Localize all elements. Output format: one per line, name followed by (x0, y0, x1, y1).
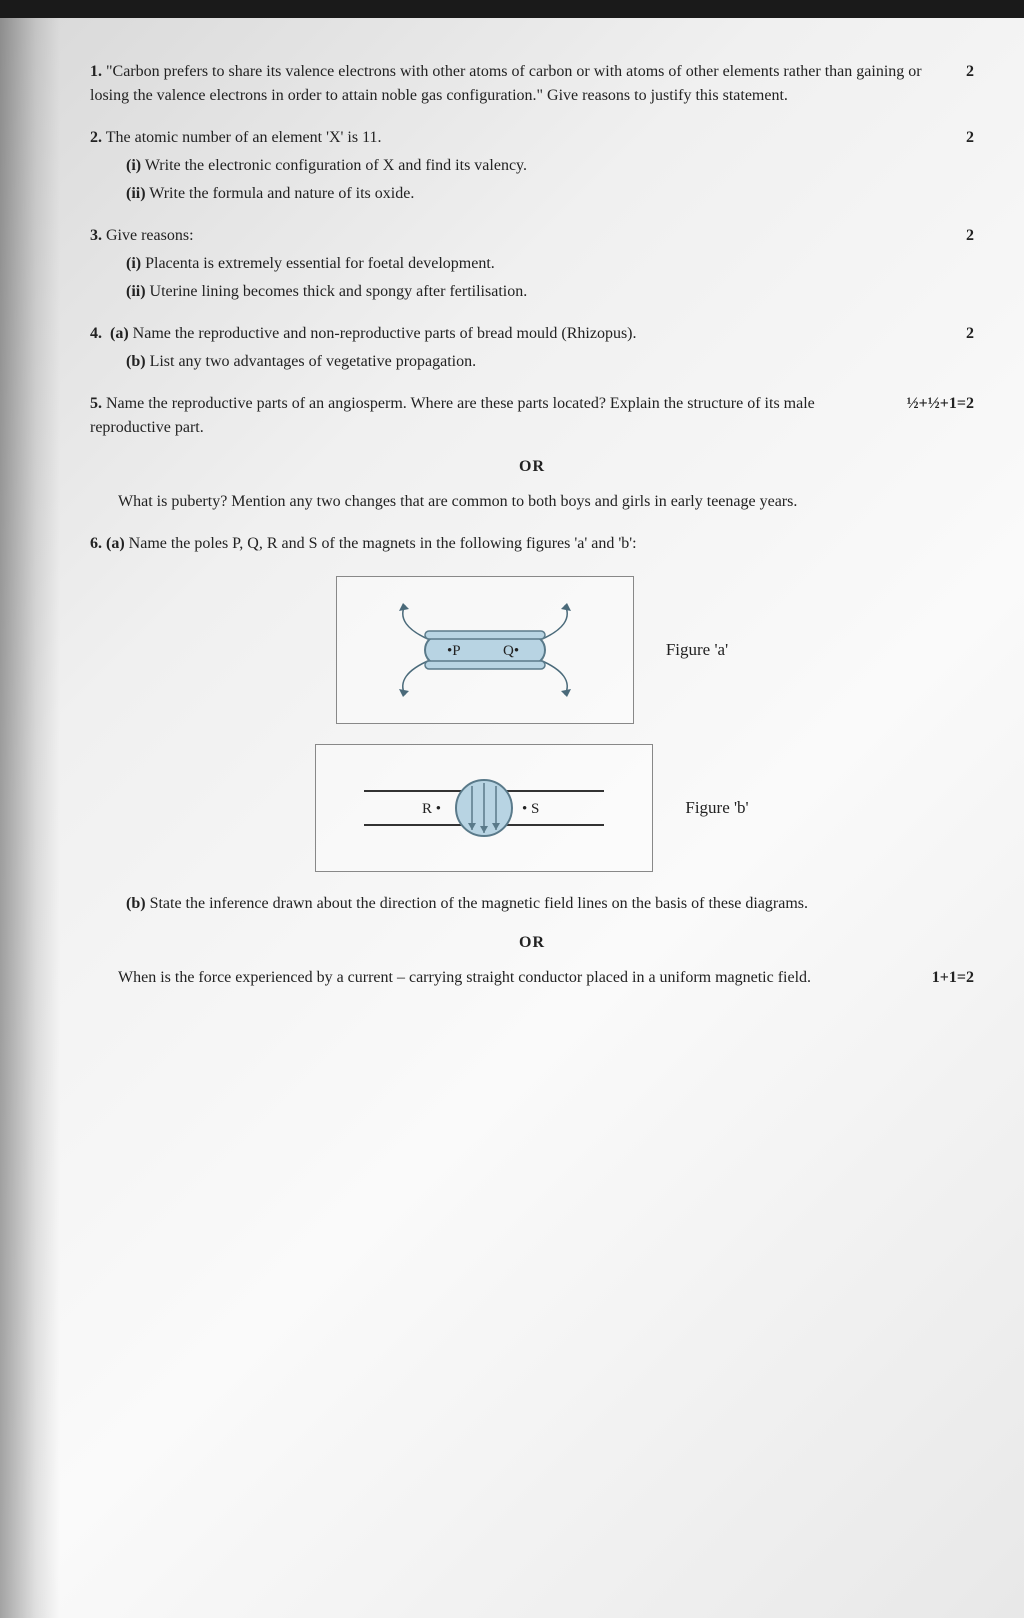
question-5-alt: What is puberty? Mention any two changes… (90, 490, 974, 514)
q5-text: Name the reproductive parts of an angios… (90, 395, 815, 436)
question-5: ½+½+1=2 5. Name the reproductive parts o… (90, 392, 974, 440)
question-2: 2 2. The atomic number of an element 'X'… (90, 126, 974, 206)
q1-text: "Carbon prefers to share its valence ele… (90, 63, 922, 104)
q2-sub-ii: (ii) Write the formula and nature of its… (90, 182, 974, 206)
question-4: 2 4. (a) Name the reproductive and non-r… (90, 322, 974, 374)
q3-sub-i: (i) Placenta is extremely essential for … (90, 252, 974, 276)
fig-a-q-label: Q• (503, 643, 519, 659)
figure-a-wrap: •P Q• Figure 'a' (90, 576, 974, 724)
figure-a-label: Figure 'a' (666, 640, 728, 660)
q2-text: The atomic number of an element 'X' is 1… (106, 129, 382, 146)
q6-num: 6. (90, 535, 102, 552)
figure-b-box: R • • S (315, 744, 653, 872)
q3-num: 3. (90, 227, 102, 244)
fig-b-r-label: R • (422, 801, 441, 817)
figure-a-box: •P Q• (336, 576, 634, 724)
q5alt-text: What is puberty? Mention any two changes… (118, 493, 797, 510)
q6-sub-b: (b) State the inference drawn about the … (90, 892, 974, 916)
fig-a-p-label: •P (447, 643, 461, 659)
figure-b-wrap: R • • S Figure 'b' (90, 744, 974, 872)
question-6: 6. (a) Name the poles P, Q, R and S of t… (90, 532, 974, 556)
q2-num: 2. (90, 129, 102, 146)
q6-a-text: Name the poles P, Q, R and S of the magn… (129, 535, 637, 552)
q6alt-marks: 1+1=2 (932, 966, 974, 990)
or-label-2: OR (90, 934, 974, 952)
q5-num: 5. (90, 395, 102, 412)
q3-marks: 2 (966, 224, 974, 248)
q1-num: 1. (90, 63, 102, 80)
or-label-1: OR (90, 458, 974, 476)
q4-num: 4. (90, 325, 102, 342)
figure-b-svg: R • • S (354, 763, 614, 853)
question-3: 2 3. Give reasons: (i) Placenta is extre… (90, 224, 974, 304)
q1-marks: 2 (966, 60, 974, 84)
question-1: 2 1. "Carbon prefers to share its valenc… (90, 60, 974, 108)
q4-marks: 2 (966, 322, 974, 346)
figure-b-label: Figure 'b' (685, 798, 748, 818)
question-6b: (b) State the inference drawn about the … (90, 892, 974, 916)
figure-a-svg: •P Q• (375, 595, 595, 705)
q3-sub-ii: (ii) Uterine lining becomes thick and sp… (90, 280, 974, 304)
q2-sub-i: (i) Write the electronic configuration o… (90, 154, 974, 178)
q6alt-text: When is the force experienced by a curre… (118, 969, 811, 986)
q4-sub-b: (b) List any two advantages of vegetativ… (90, 350, 974, 374)
q3-text: Give reasons: (106, 227, 194, 244)
question-6-alt: 1+1=2 When is the force experienced by a… (90, 966, 974, 990)
q4-sub-a: (a) Name the reproductive and non-reprod… (106, 325, 637, 342)
q2-marks: 2 (966, 126, 974, 150)
q5-marks: ½+½+1=2 (907, 392, 974, 416)
fig-b-s-label: • S (522, 801, 539, 817)
